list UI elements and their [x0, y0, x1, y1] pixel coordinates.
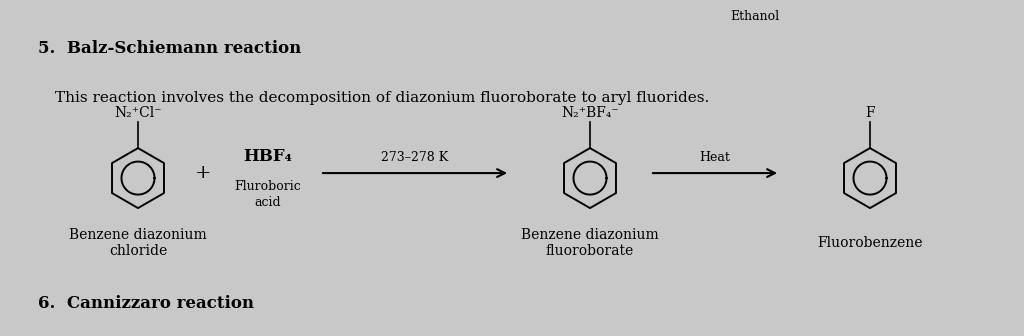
Text: HBF₄: HBF₄: [244, 148, 293, 165]
Text: N₂⁺BF₄⁻: N₂⁺BF₄⁻: [561, 106, 618, 120]
Text: +: +: [195, 164, 211, 182]
Text: chloride: chloride: [109, 244, 167, 258]
Text: Heat: Heat: [699, 151, 730, 164]
Text: F: F: [865, 106, 874, 120]
Text: Benzene diazonium: Benzene diazonium: [521, 228, 658, 242]
Text: 5.  Balz-Schiemann reaction: 5. Balz-Schiemann reaction: [38, 40, 301, 57]
Text: 273–278 K: 273–278 K: [381, 151, 449, 164]
Text: Benzene diazonium: Benzene diazonium: [70, 228, 207, 242]
Text: fluoroborate: fluoroborate: [546, 244, 634, 258]
Text: This reaction involves the decomposition of diazonium fluoroborate to aryl fluor: This reaction involves the decomposition…: [55, 91, 710, 105]
Text: acid: acid: [255, 196, 282, 209]
Text: Ethanol: Ethanol: [730, 10, 779, 23]
Text: Fluroboric: Fluroboric: [234, 179, 301, 193]
Text: N₂⁺Cl⁻: N₂⁺Cl⁻: [115, 106, 162, 120]
Text: 6.  Cannizzaro reaction: 6. Cannizzaro reaction: [38, 295, 254, 312]
Text: Fluorobenzene: Fluorobenzene: [817, 236, 923, 250]
